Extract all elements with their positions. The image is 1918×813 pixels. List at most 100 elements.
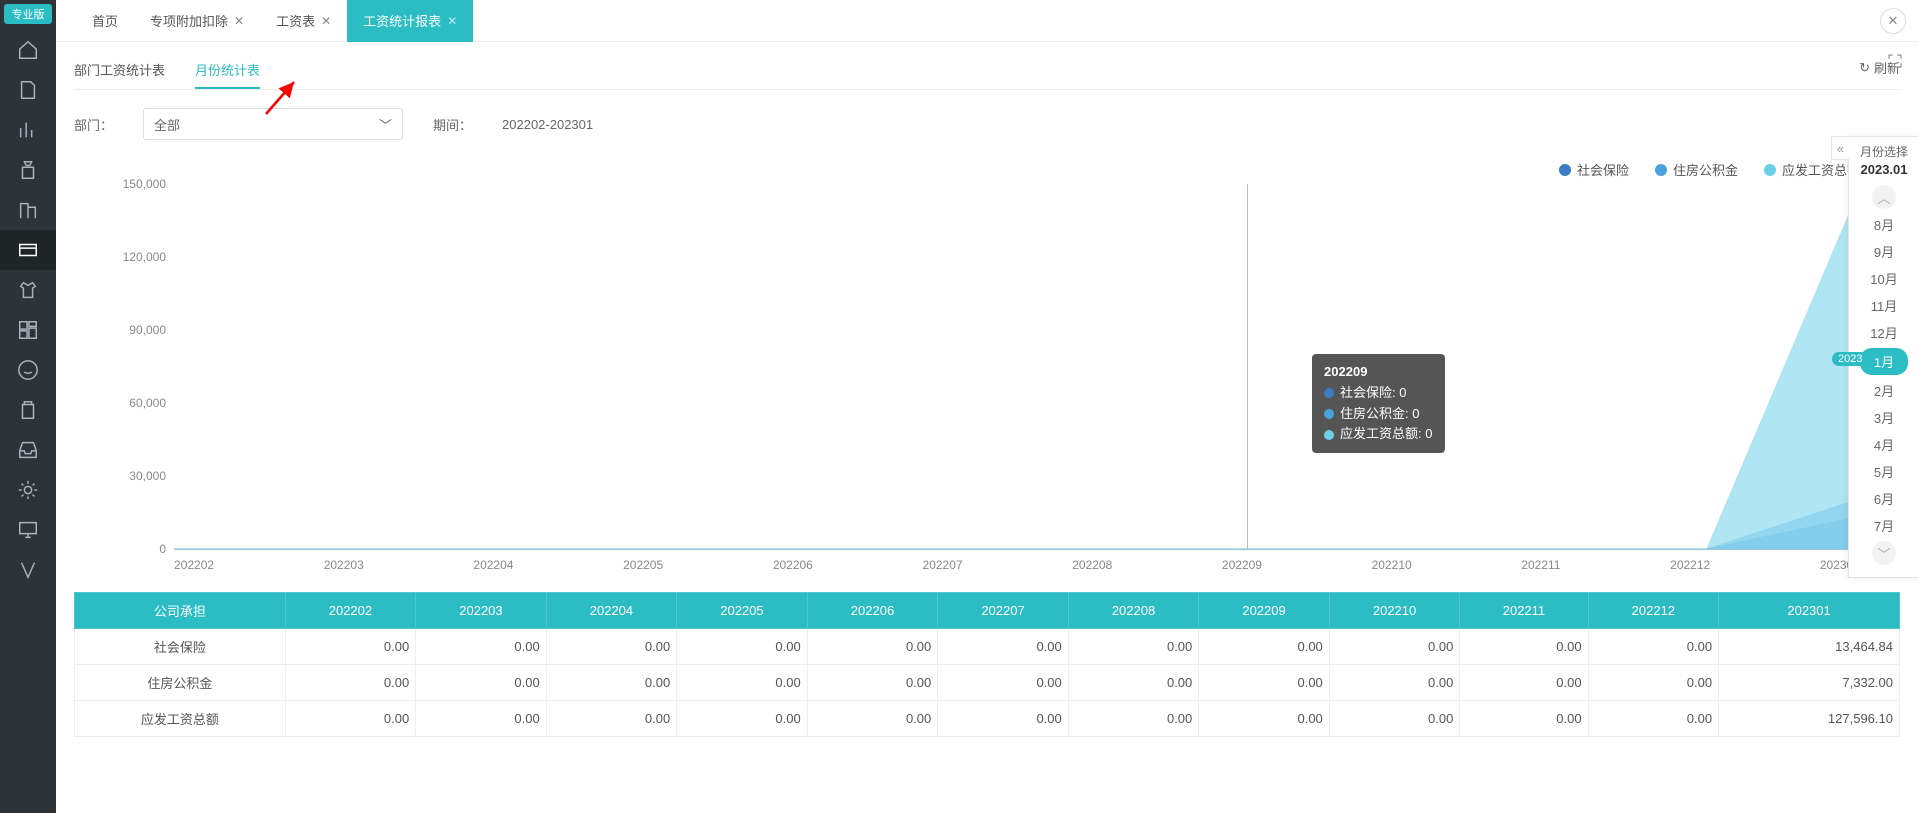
nav-dashboard-icon[interactable] [0, 310, 56, 350]
nav-building-icon[interactable] [0, 190, 56, 230]
tooltip-dot-icon [1324, 430, 1334, 440]
cell: 0.00 [1199, 701, 1330, 737]
cell: 0.00 [1588, 665, 1719, 701]
x-tick-label: 202206 [773, 558, 813, 572]
x-tick-label: 202203 [324, 558, 364, 572]
brand-badge: 专业版 [4, 4, 52, 24]
y-tick-label: 30,000 [129, 469, 166, 483]
nav-chart-icon[interactable] [0, 110, 56, 150]
month-item[interactable]: 8月 [1860, 211, 1908, 238]
nav-v-icon[interactable] [0, 550, 56, 590]
month-picker-up-icon[interactable]: ︿ [1872, 185, 1896, 209]
x-tick-label: 202208 [1072, 558, 1112, 572]
x-tick-label: 202209 [1222, 558, 1262, 572]
cell: 0.00 [807, 665, 938, 701]
legend-dot-icon [1655, 164, 1667, 176]
month-item[interactable]: 1月2023 [1860, 348, 1908, 375]
cell: 0.00 [1588, 701, 1719, 737]
legend-item[interactable]: 住房公积金 [1655, 160, 1738, 179]
cell: 0.00 [285, 701, 416, 737]
table-header: 202209 [1199, 593, 1330, 629]
nav-screen-icon[interactable] [0, 510, 56, 550]
cell: 0.00 [1329, 665, 1460, 701]
nav-home-icon[interactable] [0, 30, 56, 70]
nav-misc-icon[interactable] [0, 350, 56, 390]
month-item[interactable]: 9月 [1860, 238, 1908, 265]
chart-area: 社会保险 住房公积金 应发工资总额 030,00060,00090,000120,0… [74, 156, 1900, 586]
month-picker-collapse-icon[interactable]: « [1831, 136, 1849, 160]
cell: 0.00 [416, 665, 547, 701]
dept-select[interactable]: 全部 ﹀ [143, 108, 403, 140]
month-item[interactable]: 3月 [1860, 404, 1908, 431]
nav-clipboard-icon[interactable] [0, 390, 56, 430]
tab-3[interactable]: 工资统计报表✕ [347, 0, 473, 42]
cell: 13,464.84 [1719, 629, 1900, 665]
cell: 0.00 [807, 701, 938, 737]
month-item[interactable]: 7月 [1860, 512, 1908, 539]
nav-card-icon[interactable] [0, 230, 56, 270]
tab-0[interactable]: 首页 [76, 0, 134, 42]
nav-inbox-icon[interactable] [0, 430, 56, 470]
cell: 0.00 [546, 665, 677, 701]
cell: 0.00 [416, 629, 547, 665]
x-tick-label: 202204 [473, 558, 513, 572]
chevron-down-icon: ﹀ [379, 115, 392, 134]
cell: 0.00 [1460, 665, 1588, 701]
x-tick-label: 202211 [1521, 558, 1560, 572]
tab-bar: 首页专项附加扣除✕工资表✕工资统计报表✕ ✕ [56, 0, 1918, 42]
month-item[interactable]: 4月 [1860, 431, 1908, 458]
cell: 0.00 [1329, 701, 1460, 737]
x-tick-label: 202212 [1670, 558, 1710, 572]
cell: 0.00 [1068, 629, 1199, 665]
nav-doc-icon[interactable] [0, 70, 56, 110]
table-header: 202202 [285, 593, 416, 629]
period-value: 202202-202301 [502, 117, 593, 132]
refresh-button[interactable]: ↻ 刷新 [1859, 58, 1900, 77]
row-label: 住房公积金 [75, 665, 286, 701]
main-area: 首页专项附加扣除✕工资表✕工资统计报表✕ ✕ 部门工资统计表月份统计表 ↻ 刷新 [56, 0, 1918, 813]
cell: 0.00 [938, 629, 1069, 665]
nav-gear-icon[interactable] [0, 470, 56, 510]
tooltip-dot-icon [1324, 409, 1334, 419]
month-item[interactable]: 12月 [1860, 319, 1908, 346]
cell: 0.00 [416, 701, 547, 737]
y-tick-label: 120,000 [123, 250, 166, 264]
close-all-icon[interactable]: ✕ [1880, 8, 1906, 34]
subtab-1[interactable]: 月份统计表 [195, 52, 260, 89]
month-item[interactable]: 11月 [1860, 292, 1908, 319]
nav-moneybag-icon[interactable] [0, 150, 56, 190]
y-tick-label: 90,000 [129, 323, 166, 337]
subtab-0[interactable]: 部门工资统计表 [74, 52, 165, 89]
month-item[interactable]: 2月 [1860, 377, 1908, 404]
month-picker: « 月份选择 2023.01 ︿ 8月9月10月11月12月1月20232月3月… [1848, 136, 1918, 578]
tab-close-icon[interactable]: ✕ [321, 14, 331, 28]
month-item[interactable]: 6月 [1860, 485, 1908, 512]
legend-item[interactable]: 应发工资总额 [1764, 160, 1860, 179]
cell: 0.00 [546, 629, 677, 665]
y-tick-label: 0 [159, 542, 166, 556]
tab-1[interactable]: 专项附加扣除 ✕ [134, 0, 260, 42]
month-picker-down-icon[interactable]: ﹀ [1872, 541, 1896, 565]
dept-label: 部门： [74, 115, 113, 134]
chart-plot[interactable]: 030,00060,00090,000120,000150,000202209社… [174, 184, 1860, 550]
tab-close-icon[interactable]: ✕ [447, 14, 457, 28]
legend-item[interactable]: 社会保险 [1559, 160, 1629, 179]
data-table: 公司承担202202202203202204202205202206202207… [74, 592, 1900, 737]
left-nav: 专业版 [0, 0, 56, 813]
period-label: 期间： [433, 115, 472, 134]
tab-2[interactable]: 工资表 ✕ [260, 0, 347, 42]
tab-close-icon[interactable]: ✕ [234, 14, 244, 28]
chart-crosshair [1247, 184, 1248, 549]
cell: 0.00 [677, 629, 808, 665]
table-header: 202206 [807, 593, 938, 629]
refresh-label: 刷新 [1874, 58, 1900, 77]
tab-label: 专项附加扣除 [150, 11, 228, 30]
table-header: 202211 [1460, 593, 1588, 629]
cell: 0.00 [677, 701, 808, 737]
tab-label: 工资表 [276, 11, 315, 30]
month-item[interactable]: 10月 [1860, 265, 1908, 292]
row-label: 社会保险 [75, 629, 286, 665]
month-item[interactable]: 5月 [1860, 458, 1908, 485]
legend-label: 社会保险 [1577, 160, 1629, 179]
nav-shirt-icon[interactable] [0, 270, 56, 310]
